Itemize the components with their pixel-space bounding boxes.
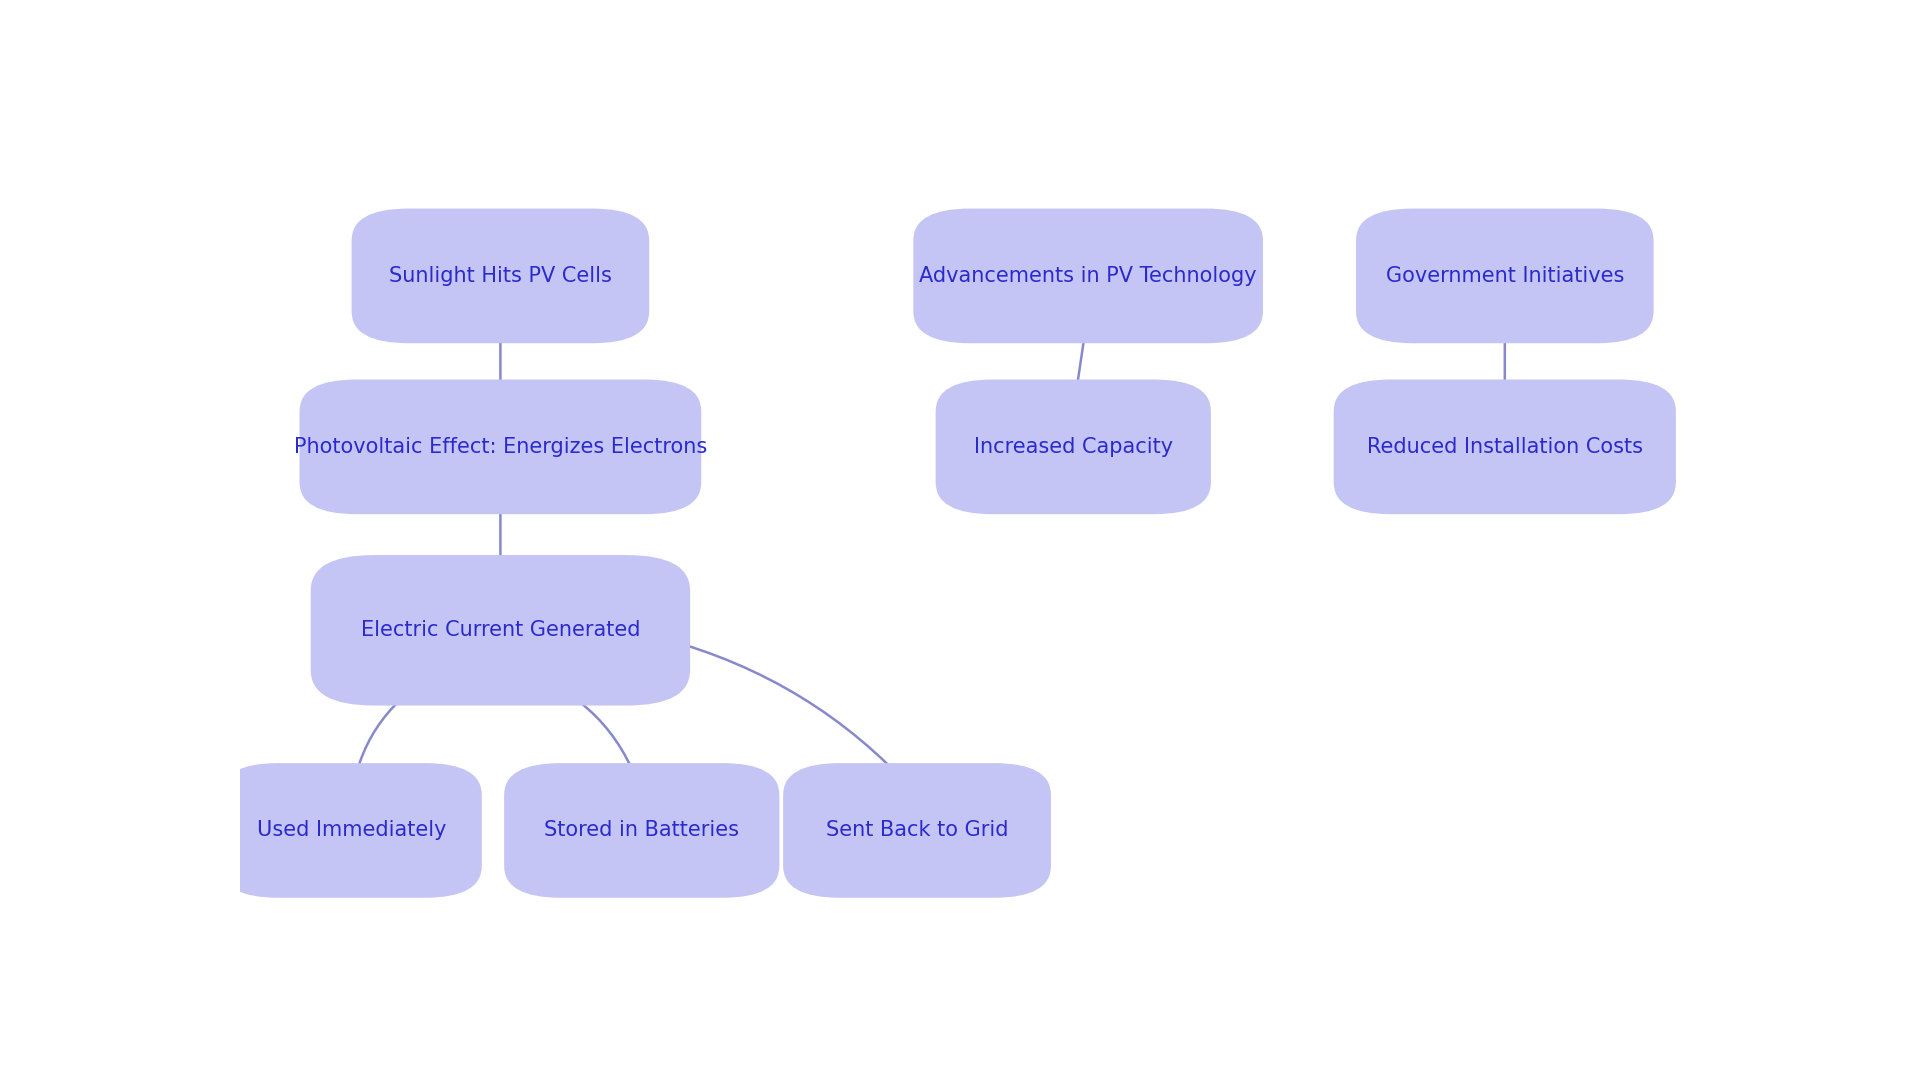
FancyBboxPatch shape (221, 764, 482, 898)
Text: Sunlight Hits PV Cells: Sunlight Hits PV Cells (390, 266, 612, 286)
Text: Stored in Batteries: Stored in Batteries (543, 821, 739, 840)
Text: Sent Back to Grid: Sent Back to Grid (826, 821, 1008, 840)
Text: Used Immediately: Used Immediately (257, 821, 445, 840)
Text: Increased Capacity: Increased Capacity (973, 436, 1173, 457)
Text: Photovoltaic Effect: Energizes Electrons: Photovoltaic Effect: Energizes Electrons (294, 436, 707, 457)
Text: Government Initiatives: Government Initiatives (1386, 266, 1624, 286)
FancyBboxPatch shape (311, 556, 689, 705)
FancyBboxPatch shape (300, 379, 701, 514)
FancyBboxPatch shape (935, 379, 1212, 514)
FancyBboxPatch shape (351, 209, 649, 343)
FancyBboxPatch shape (914, 209, 1263, 343)
Text: Electric Current Generated: Electric Current Generated (361, 621, 639, 640)
FancyBboxPatch shape (505, 764, 780, 898)
Text: Advancements in PV Technology: Advancements in PV Technology (920, 266, 1258, 286)
Text: Reduced Installation Costs: Reduced Installation Costs (1367, 436, 1644, 457)
FancyBboxPatch shape (783, 764, 1050, 898)
FancyBboxPatch shape (1334, 379, 1676, 514)
FancyBboxPatch shape (1356, 209, 1653, 343)
